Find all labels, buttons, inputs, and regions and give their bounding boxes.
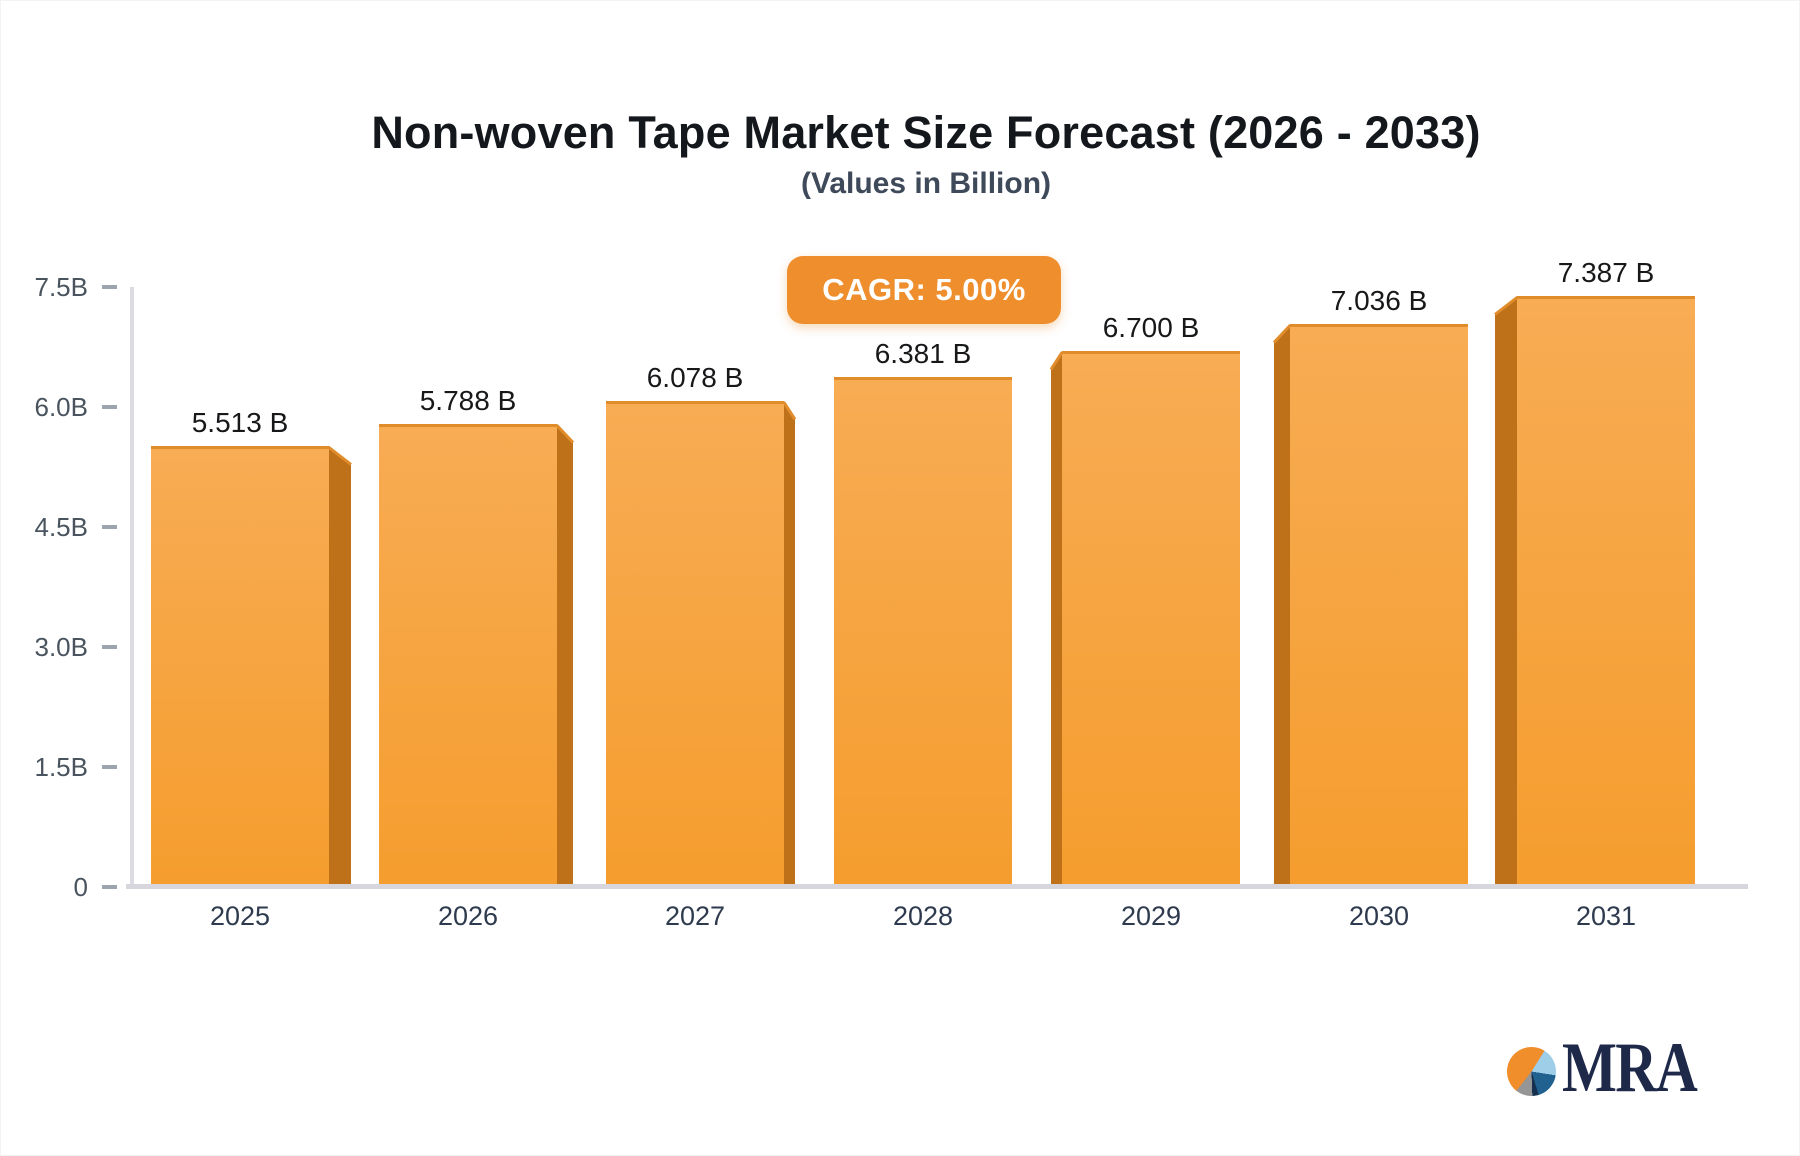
bar — [1494, 296, 1695, 885]
bar-side — [329, 446, 351, 885]
bar-top-edge — [379, 424, 557, 427]
x-axis-line — [126, 884, 1748, 889]
x-category-label: 2026 — [438, 901, 498, 931]
y-tick-label: 3.0B — [35, 632, 89, 662]
y-tick — [102, 285, 117, 289]
y-axis-line — [130, 287, 134, 887]
bar-value-label: 6.381 B — [875, 338, 972, 369]
bar-face — [1290, 324, 1468, 885]
bar-value-label: 7.036 B — [1331, 285, 1428, 316]
bar-side — [784, 401, 795, 885]
y-tick — [102, 645, 117, 649]
bar — [1272, 324, 1468, 885]
y-tick — [102, 885, 117, 889]
bar-value-label: 6.078 B — [647, 362, 744, 393]
brand-logo: MRA — [1507, 1029, 1726, 1107]
bar-top-edge-slant — [1049, 351, 1064, 371]
bar-side — [1274, 324, 1290, 885]
bar-value-label: 6.700 B — [1103, 312, 1200, 343]
y-tick-label: 7.5B — [35, 272, 89, 302]
bar-value-label: 5.788 B — [420, 385, 517, 416]
y-tick-label: 4.5B — [35, 512, 89, 542]
x-category-label: 2030 — [1349, 901, 1409, 931]
bar — [379, 424, 575, 885]
bar-face — [1062, 351, 1240, 885]
x-category-label: 2025 — [210, 901, 270, 931]
x-category-label: 2027 — [665, 901, 725, 931]
bar-face — [151, 446, 329, 885]
bar-top-edge — [834, 377, 1012, 380]
cagr-badge-label: CAGR: 5.00% — [822, 272, 1026, 307]
bar-top-edge — [606, 401, 784, 404]
x-category-label: 2029 — [1121, 901, 1181, 931]
y-tick-label: 6.0B — [35, 392, 89, 422]
bar — [151, 446, 352, 885]
x-category-label: 2031 — [1576, 901, 1636, 931]
bar-value-label: 7.387 B — [1558, 257, 1655, 288]
y-tick-label: 0 — [74, 872, 88, 902]
bar-top-edge-slant — [1272, 324, 1292, 344]
bar-top-edge — [1062, 351, 1240, 354]
bar-face — [379, 424, 557, 885]
bar-top-edge — [1290, 324, 1468, 327]
bar-top-edge — [151, 446, 329, 449]
bar-side — [1051, 351, 1062, 885]
bar-face — [606, 401, 784, 885]
bar-value-label: 5.513 B — [192, 407, 289, 438]
bar-side — [1495, 296, 1517, 885]
brand-logo-text: MRA — [1562, 1029, 1698, 1107]
bar-face — [1517, 296, 1695, 885]
cagr-badge: CAGR: 5.00% — [787, 256, 1061, 324]
y-tick-label: 1.5B — [35, 752, 89, 782]
chart-title: Non-woven Tape Market Size Forecast (202… — [371, 107, 1481, 158]
bar-top-edge-slant — [555, 424, 575, 444]
bar — [1049, 351, 1240, 885]
bar — [606, 401, 797, 885]
pie-logo-icon — [1507, 1046, 1556, 1096]
bar-side — [557, 424, 573, 885]
bar-face — [834, 377, 1012, 885]
y-tick — [102, 405, 117, 409]
bar-top-edge — [1517, 296, 1695, 299]
y-tick — [102, 525, 117, 529]
bar-top-edge-slant — [328, 446, 352, 466]
chart-subtitle: (Values in Billion) — [800, 167, 1052, 200]
bar — [834, 377, 1012, 885]
y-tick — [102, 765, 117, 769]
bar-top-edge-slant — [782, 401, 797, 421]
x-category-label: 2028 — [893, 901, 953, 931]
bar-top-edge-slant — [1494, 296, 1518, 316]
